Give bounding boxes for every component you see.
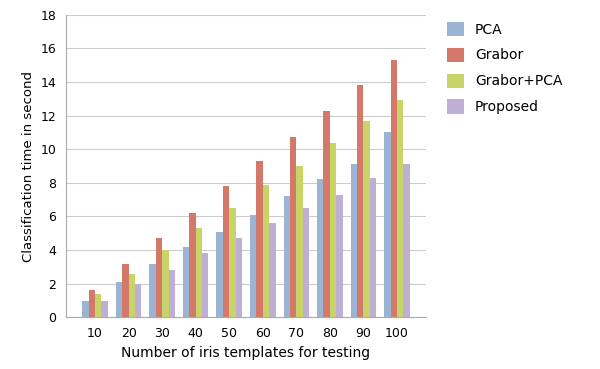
Bar (101, 300, 108, 317)
Bar (162, 250, 169, 317)
Bar (330, 142, 336, 317)
Bar (290, 138, 296, 317)
Bar (302, 208, 309, 317)
Bar (196, 228, 202, 317)
Bar (135, 284, 142, 317)
Bar (169, 270, 175, 317)
Bar (263, 184, 269, 317)
Bar (202, 254, 208, 317)
Bar (256, 161, 263, 317)
X-axis label: Number of iris templates for testing: Number of iris templates for testing (121, 346, 371, 360)
Bar (317, 179, 323, 317)
Bar (128, 274, 135, 317)
Bar (336, 194, 343, 317)
Bar (391, 60, 397, 317)
Bar (296, 166, 302, 317)
Bar (82, 300, 89, 317)
Y-axis label: Classification time in second: Classification time in second (22, 70, 35, 262)
Bar (149, 263, 156, 317)
Bar (403, 164, 410, 317)
Bar (397, 100, 403, 317)
Bar (95, 294, 101, 317)
Bar (183, 247, 190, 317)
Legend: PCA, Grabor, Grabor+PCA, Proposed: PCA, Grabor, Grabor+PCA, Proposed (448, 22, 563, 114)
Bar (250, 215, 256, 317)
Bar (89, 290, 95, 317)
Bar (190, 213, 196, 317)
Bar (122, 263, 128, 317)
Bar (116, 282, 122, 317)
Bar (364, 121, 370, 317)
Bar (236, 238, 242, 317)
Bar (384, 132, 391, 317)
Bar (350, 164, 357, 317)
Bar (156, 238, 162, 317)
Bar (357, 85, 364, 317)
Bar (284, 196, 290, 317)
Bar (229, 208, 236, 317)
Bar (217, 232, 223, 317)
Bar (269, 223, 275, 317)
Bar (223, 186, 229, 317)
Bar (370, 178, 376, 317)
Bar (323, 111, 330, 317)
